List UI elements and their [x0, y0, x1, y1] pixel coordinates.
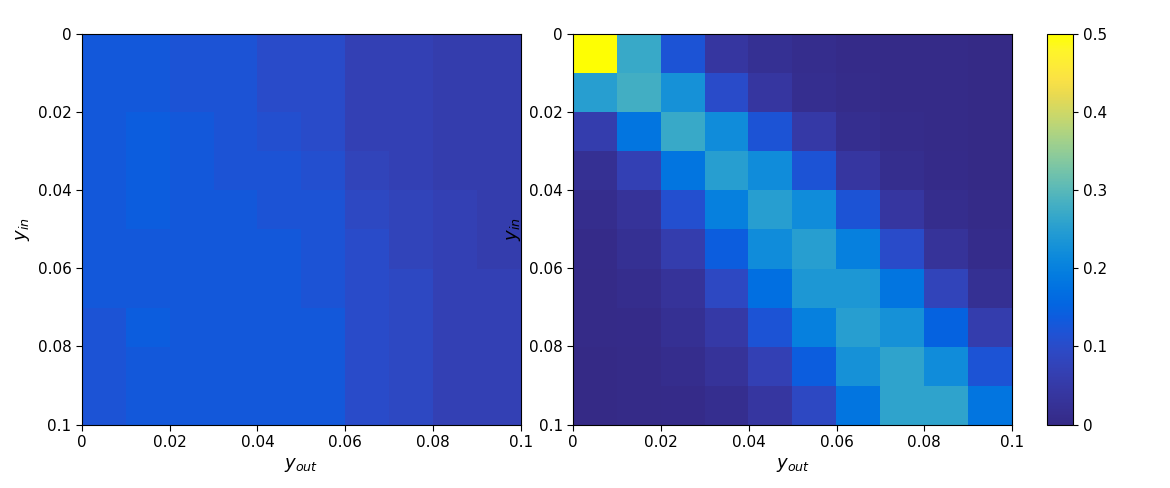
Y-axis label: $y_{in}$: $y_{in}$ — [505, 218, 523, 241]
Y-axis label: $y_{in}$: $y_{in}$ — [14, 218, 32, 241]
X-axis label: $y_{out}$: $y_{out}$ — [776, 455, 810, 473]
X-axis label: $y_{out}$: $y_{out}$ — [284, 455, 318, 473]
